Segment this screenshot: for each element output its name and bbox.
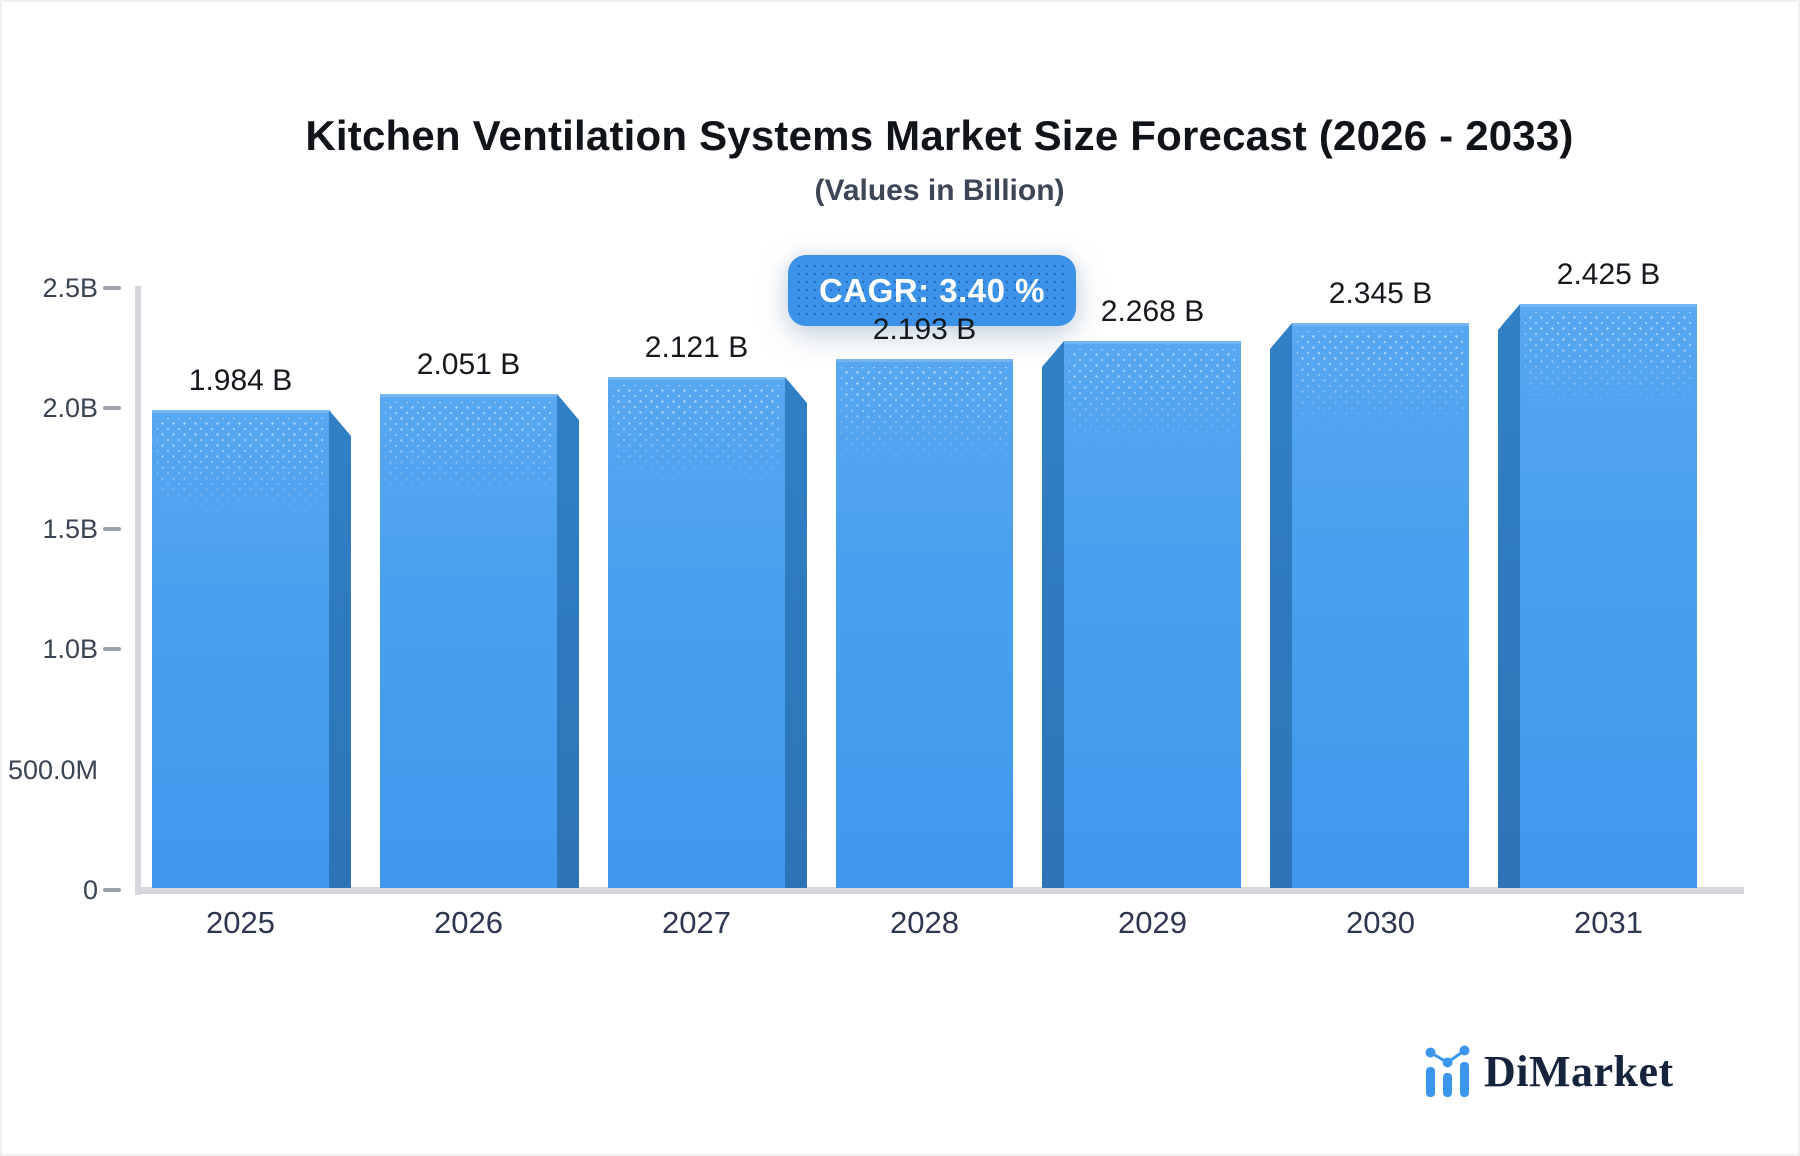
bar-value-label: 1.984 B xyxy=(188,364,293,397)
y-tick-label: 1.5B xyxy=(42,513,98,544)
y-tick-label: 1.0B xyxy=(42,634,98,664)
bar-value-label: 2.193 B xyxy=(872,313,977,346)
bar xyxy=(1292,323,1469,888)
bar-value-label: 2.345 B xyxy=(1328,277,1433,310)
x-tick-label: 2027 xyxy=(662,905,731,940)
brand-logo: DiMarket xyxy=(1424,1044,1674,1098)
chart-title: Kitchen Ventilation Systems Market Size … xyxy=(305,112,1574,159)
bar-side xyxy=(1042,341,1064,888)
bar-value-label: 2.425 B xyxy=(1556,258,1661,291)
y-tick-dash xyxy=(103,647,121,651)
cagr-badge: CAGR: 3.40 % xyxy=(788,255,1076,326)
y-tick-label: 2.0B xyxy=(42,393,98,423)
x-tick-label: 2029 xyxy=(1118,905,1187,940)
bar-side xyxy=(1498,304,1520,888)
brand-chart-icon xyxy=(1425,1045,1470,1097)
x-tick-label: 2031 xyxy=(1574,905,1643,940)
y-tick-label: 500.0M xyxy=(7,754,98,785)
y-tick-label: 0 xyxy=(82,875,98,905)
x-tick-label: 2026 xyxy=(434,905,503,940)
x-axis-line xyxy=(135,887,1744,894)
bar xyxy=(1064,341,1241,888)
bar xyxy=(1520,304,1697,888)
y-axis-line xyxy=(135,286,141,895)
y-tick-dash xyxy=(103,888,121,892)
y-tick-dash xyxy=(103,406,121,410)
bar-side xyxy=(557,394,579,888)
bar-side xyxy=(785,377,807,888)
x-tick-label: 2025 xyxy=(206,905,275,940)
bar xyxy=(380,394,557,888)
bar xyxy=(152,410,329,888)
brand-name: DiMarket xyxy=(1484,1046,1674,1096)
bar xyxy=(608,377,785,888)
y-tick-dash xyxy=(103,285,121,290)
y-tick-dash xyxy=(103,526,121,531)
bar-side xyxy=(1270,323,1292,888)
chart-subtitle: (Values in Billion) xyxy=(814,174,1065,207)
bar-value-label: 2.051 B xyxy=(416,348,521,381)
bar-value-label: 2.268 B xyxy=(1100,295,1205,328)
x-tick-label: 2030 xyxy=(1346,905,1415,940)
x-tick-label: 2028 xyxy=(890,905,959,940)
cagr-badge-label: CAGR: 3.40 % xyxy=(818,271,1046,309)
y-tick-label: 2.5B xyxy=(42,272,98,303)
bar-side xyxy=(329,410,351,888)
bar xyxy=(836,359,1013,888)
bar-value-label: 2.121 B xyxy=(644,331,749,364)
